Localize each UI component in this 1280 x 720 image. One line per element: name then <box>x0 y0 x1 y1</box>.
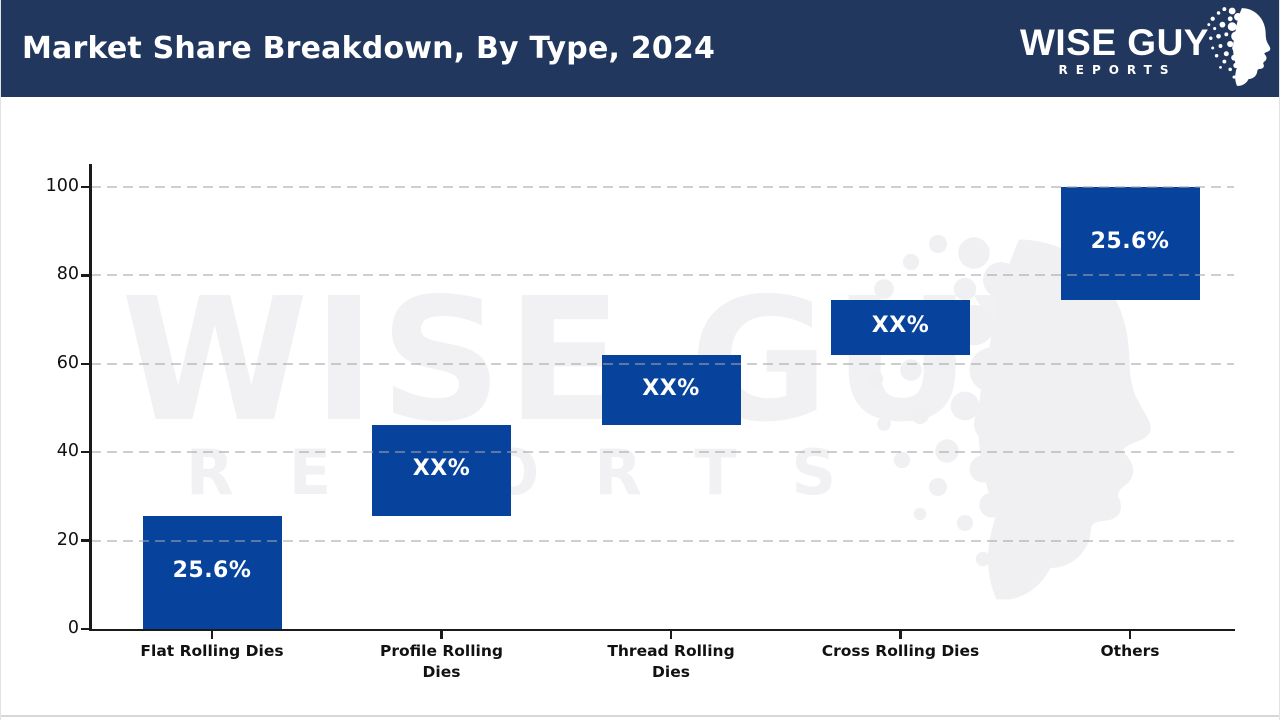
category-label-cross-rolling-dies: Cross Rolling Dies <box>821 642 980 660</box>
dotted-head-profile-icon <box>1203 4 1271 88</box>
bottom-divider <box>1 715 1279 717</box>
bar-value-label-profile-rolling-dies: XX% <box>412 456 471 482</box>
bar-value-label-cross-rolling-dies: XX% <box>871 313 930 339</box>
category-label-flat-rolling-dies: Flat Rolling Dies <box>140 642 284 660</box>
y-tick-label-60: 60 <box>56 352 79 373</box>
bar-thread-rolling-dies <box>601 354 741 425</box>
bar-profile-rolling-dies <box>372 424 511 516</box>
y-tick-label-0: 0 <box>67 618 79 638</box>
gridline-20 <box>91 539 1234 542</box>
bar-cross-rolling-dies <box>831 299 970 355</box>
y-tick-mark-40 <box>81 450 90 454</box>
bar-flat-rolling-dies <box>142 515 282 629</box>
wise-guy-logo: WISE GUY REPORTS <box>1020 4 1271 88</box>
bar-value-label-flat-rolling-dies: 25.6% <box>172 558 252 584</box>
x-tick-mark-thread-rolling-dies <box>669 630 673 639</box>
category-label-others: Others <box>1100 642 1160 660</box>
y-tick-mark-0 <box>81 627 90 631</box>
bar-value-label-others: 25.6% <box>1090 229 1170 255</box>
x-axis-line <box>89 628 1235 631</box>
y-tick-mark-60 <box>81 362 90 366</box>
logo-wordmark: WISE GUY REPORTS <box>1020 24 1209 76</box>
y-tick-label-40: 40 <box>56 441 79 462</box>
category-label-profile-rolling-dies: Profile Rolling Dies <box>379 642 504 681</box>
x-tick-mark-others <box>1128 630 1132 639</box>
y-tick-label-100: 100 <box>45 176 79 196</box>
x-tick-mark-flat-rolling-dies <box>210 630 214 639</box>
y-tick-label-80: 80 <box>56 264 79 285</box>
chart-title: Market Share Breakdown, By Type, 2024 <box>22 31 716 66</box>
gridline-80 <box>91 274 1234 277</box>
y-tick-mark-20 <box>81 539 90 542</box>
x-tick-mark-cross-rolling-dies <box>899 630 902 639</box>
y-tick-mark-80 <box>81 274 90 277</box>
logo-secondary-text: REPORTS <box>1058 63 1177 77</box>
header-bar: Market Share Breakdown, By Type, 2024 WI… <box>1 0 1279 97</box>
y-tick-mark-100 <box>81 185 90 189</box>
x-tick-mark-profile-rolling-dies <box>440 630 443 639</box>
y-axis-line <box>89 164 92 631</box>
gridline-60 <box>91 362 1234 365</box>
gridline-100 <box>91 186 1234 188</box>
gridline-40 <box>91 451 1234 454</box>
bar-others <box>1060 187 1200 300</box>
category-label-thread-rolling-dies: Thread Rolling Dies <box>607 642 735 681</box>
y-tick-label-20: 20 <box>56 529 79 550</box>
bar-value-label-thread-rolling-dies: XX% <box>642 375 700 401</box>
logo-primary-text: WISE GUY <box>1019 22 1209 63</box>
